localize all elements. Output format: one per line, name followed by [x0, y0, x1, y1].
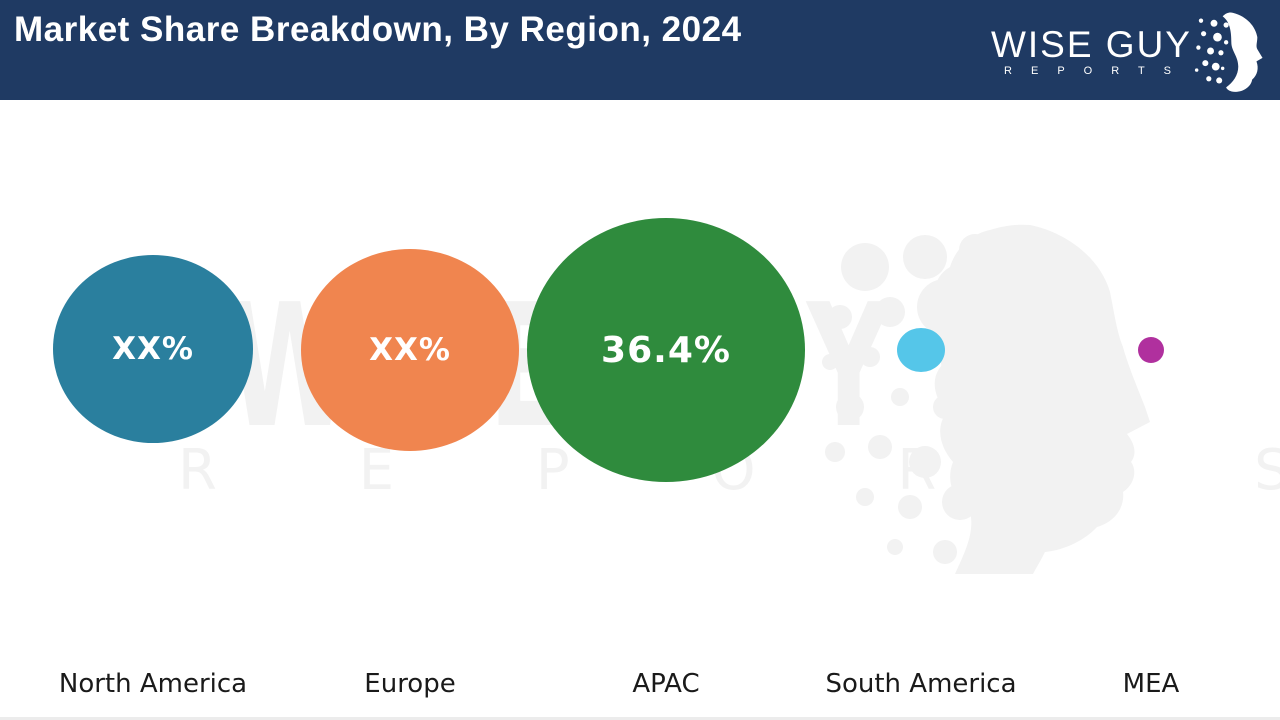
brand-face-icon — [1194, 12, 1263, 92]
bubble-apac: 36.4% — [527, 218, 805, 482]
region-label-apac: APAC — [632, 669, 700, 699]
bubble-value-label: 36.4% — [601, 329, 731, 371]
bubble-south-america — [897, 328, 945, 372]
brand-name: WISE GUY — [990, 24, 1192, 65]
bubble-europe: XX% — [301, 249, 519, 451]
region-label-south-america: South America — [825, 669, 1017, 699]
bubble-north-america: XX% — [53, 255, 253, 443]
region-label-mea: MEA — [1122, 669, 1180, 699]
bubble-value-label: XX% — [112, 331, 194, 367]
bubble-value-label: XX% — [369, 332, 451, 368]
bubble-mea — [1138, 337, 1164, 363]
bottom-divider — [0, 717, 1280, 720]
region-label-europe: Europe — [364, 669, 456, 699]
page-title: Market Share Breakdown, By Region, 2024 — [14, 10, 742, 49]
header-bar: Market Share Breakdown, By Region, 2024 … — [0, 0, 1280, 100]
brand-logo-text: WISE GUY R E P O R T S — [990, 24, 1192, 78]
brand-logo: WISE GUY R E P O R T S — [991, 6, 1266, 96]
region-label-north-america: North America — [58, 669, 248, 699]
brand-subtitle: R E P O R T S — [1004, 65, 1179, 77]
